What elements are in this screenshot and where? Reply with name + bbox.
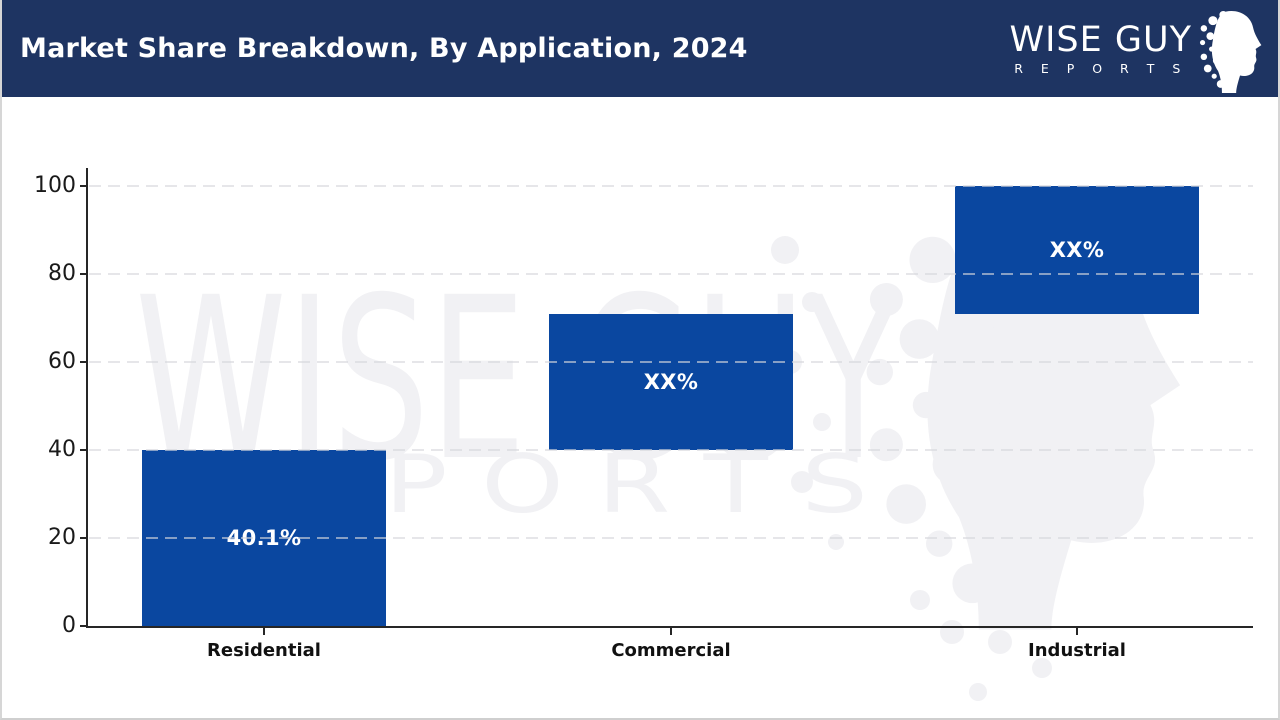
- x-category-label-residential: Residential: [207, 640, 321, 661]
- y-tick-mark: [80, 537, 88, 539]
- y-tick-mark: [80, 273, 88, 275]
- x-category-label-commercial: Commercial: [611, 640, 731, 661]
- gridline-40: [89, 449, 1253, 451]
- bar-value-label: XX%: [1049, 237, 1105, 262]
- gridline-100: [89, 185, 1253, 187]
- gridline-20: [89, 537, 1253, 539]
- logo-subtitle: R E P O R T S: [1014, 61, 1188, 76]
- y-tick-mark: [80, 625, 88, 627]
- y-tick-label: 80: [48, 261, 76, 286]
- wise-guy-logo: WISE GUY R E P O R T S: [1000, 4, 1270, 94]
- logo-text: WISE GUY R E P O R T S: [1009, 21, 1192, 76]
- x-tick-mark: [263, 627, 265, 635]
- x-axis-line: [86, 626, 1253, 628]
- gridline-80: [89, 273, 1253, 275]
- gridline-60: [89, 361, 1253, 363]
- y-tick-label: 100: [34, 173, 76, 198]
- bar-value-label: XX%: [643, 369, 699, 394]
- chart-title: Market Share Breakdown, By Application, …: [20, 33, 748, 64]
- bar-commercial: XX%: [549, 313, 793, 450]
- y-tick-label: 60: [48, 349, 76, 374]
- y-tick-mark: [80, 449, 88, 451]
- x-tick-mark: [670, 627, 672, 635]
- x-category-label-industrial: Industrial: [1028, 640, 1126, 661]
- y-axis-line: [86, 168, 88, 628]
- header-bar: Market Share Breakdown, By Application, …: [0, 0, 1280, 97]
- logo-wordmark: WISE GUY: [1009, 20, 1192, 60]
- y-tick-label: 40: [48, 437, 76, 462]
- y-tick-label: 20: [48, 525, 76, 550]
- y-tick-mark: [80, 185, 88, 187]
- y-tick-label: 0: [62, 613, 76, 638]
- y-tick-mark: [80, 361, 88, 363]
- x-tick-mark: [1076, 627, 1078, 635]
- bar-industrial: XX%: [955, 186, 1199, 314]
